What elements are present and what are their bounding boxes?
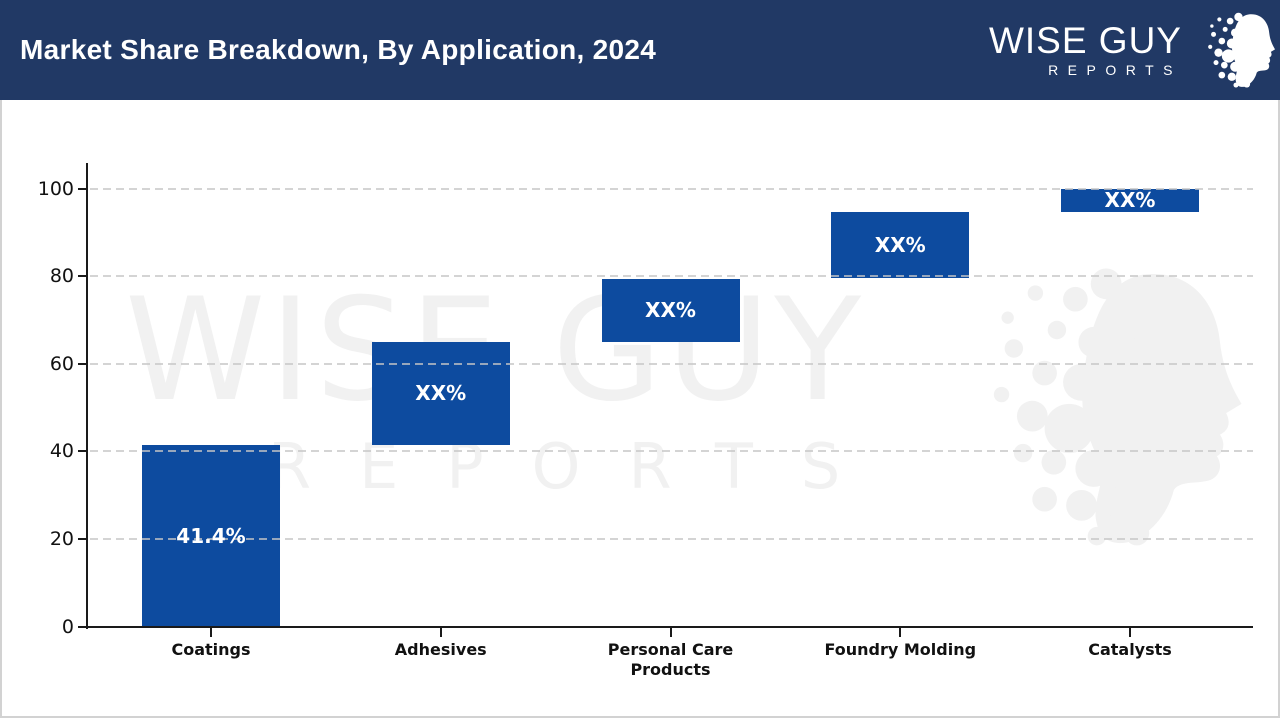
chart-canvas: WISE GUY REPORTS (0, 100, 1280, 720)
logo-subtitle: REPORTS (1048, 62, 1182, 78)
watermark-subtitle: REPORTS (268, 430, 889, 503)
header: Market Share Breakdown, By Application, … (0, 0, 1280, 100)
logo-text: WISE GUY REPORTS (988, 20, 1182, 79)
logo-head-icon (1208, 12, 1276, 88)
logo: WISE GUY REPORTS (989, 0, 1280, 100)
page-border-right (1278, 100, 1280, 718)
logo-wordmark: WISE GUY (988, 20, 1182, 61)
page-border-bottom (0, 716, 1280, 718)
page-border-left (0, 100, 2, 718)
watermark-wordmark: WISE GUY (125, 268, 865, 433)
watermark-head-icon (993, 268, 1242, 546)
page-title: Market Share Breakdown, By Application, … (20, 34, 657, 65)
